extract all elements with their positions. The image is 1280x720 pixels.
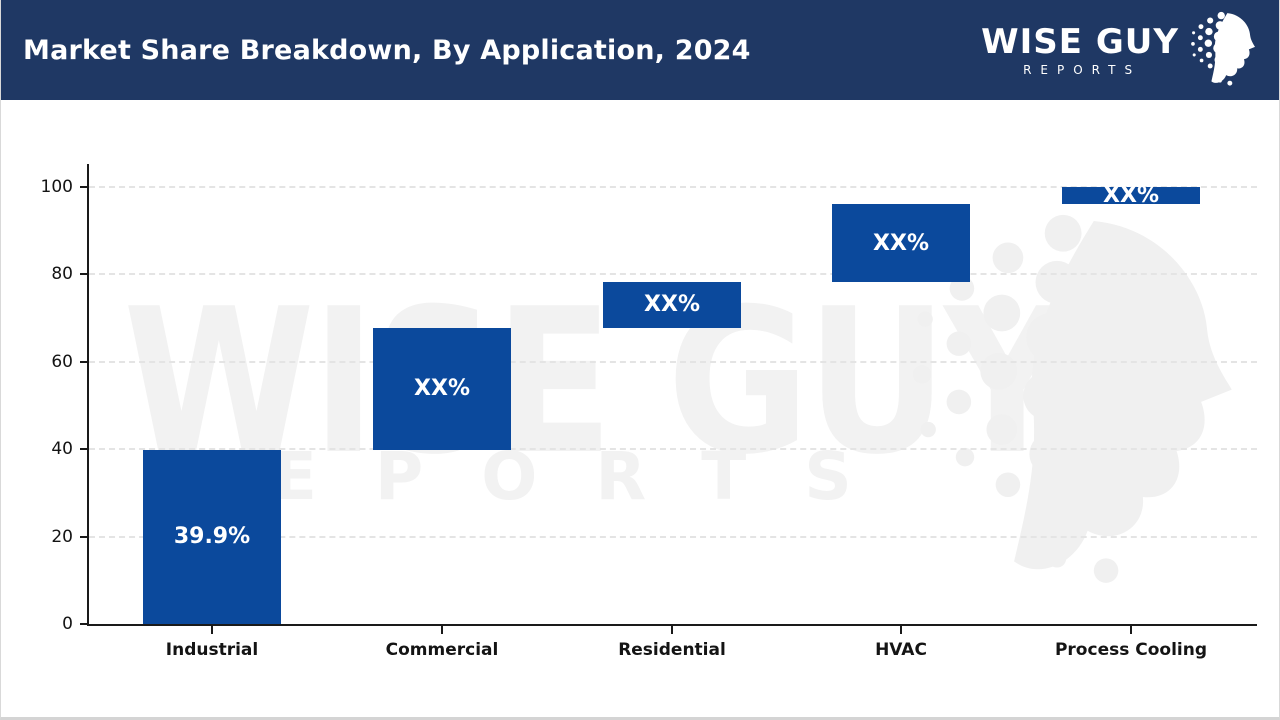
bar: XX% xyxy=(1062,183,1200,208)
bar-value-label: XX% xyxy=(873,230,929,256)
y-tick-mark xyxy=(80,535,88,538)
y-tick-mark xyxy=(80,448,88,451)
gridline xyxy=(89,448,1257,451)
y-tick-label: 40 xyxy=(51,439,73,460)
x-tick-mark xyxy=(211,626,213,634)
x-category-label: Industrial xyxy=(165,640,259,660)
brand-reports: REPORTS xyxy=(1023,62,1142,77)
bar-value-label: XX% xyxy=(1103,183,1159,209)
x-axis-line xyxy=(87,624,1257,626)
bar-value-label: 39.9% xyxy=(173,524,251,550)
gridline xyxy=(89,360,1257,363)
gridline xyxy=(89,273,1257,276)
gridline xyxy=(89,186,1257,188)
y-tick-mark xyxy=(80,623,88,625)
y-tick-label: 0 xyxy=(62,614,73,634)
brand-logo: WISE GUY REPORTS xyxy=(981,7,1257,93)
x-tick-mark xyxy=(671,626,673,634)
y-tick-mark xyxy=(80,186,88,188)
bar: 39.9% xyxy=(143,449,281,624)
x-category-label: Process Cooling xyxy=(1054,640,1208,660)
bar: XX% xyxy=(832,204,970,283)
y-tick-label: 20 xyxy=(51,526,73,547)
bar-value-label: XX% xyxy=(644,292,700,318)
y-tick-label: 100 xyxy=(40,177,73,197)
brand-wordmark: WISE GUY REPORTS xyxy=(981,25,1179,76)
y-tick-mark xyxy=(80,360,88,363)
head-profile-icon xyxy=(1183,7,1257,93)
y-axis-spine xyxy=(87,164,89,626)
gridline xyxy=(89,535,1257,538)
x-tick-mark xyxy=(1130,626,1132,634)
bar: XX% xyxy=(603,282,741,328)
y-tick-label: 80 xyxy=(51,264,73,285)
y-tick-mark xyxy=(80,273,88,276)
x-category-label: Residential xyxy=(618,640,726,660)
x-tick-mark xyxy=(900,626,902,634)
x-category-label: Commercial xyxy=(385,640,499,660)
page-title: Market Share Breakdown, By Application, … xyxy=(23,34,751,66)
x-category-label: HVAC xyxy=(875,640,927,660)
y-tick-label: 60 xyxy=(51,351,73,372)
header: Market Share Breakdown, By Application, … xyxy=(1,0,1279,100)
x-tick-mark xyxy=(441,626,443,634)
bar: XX% xyxy=(373,327,511,450)
brand-name: WISE GUY xyxy=(981,21,1179,62)
bar-value-label: XX% xyxy=(414,376,470,402)
